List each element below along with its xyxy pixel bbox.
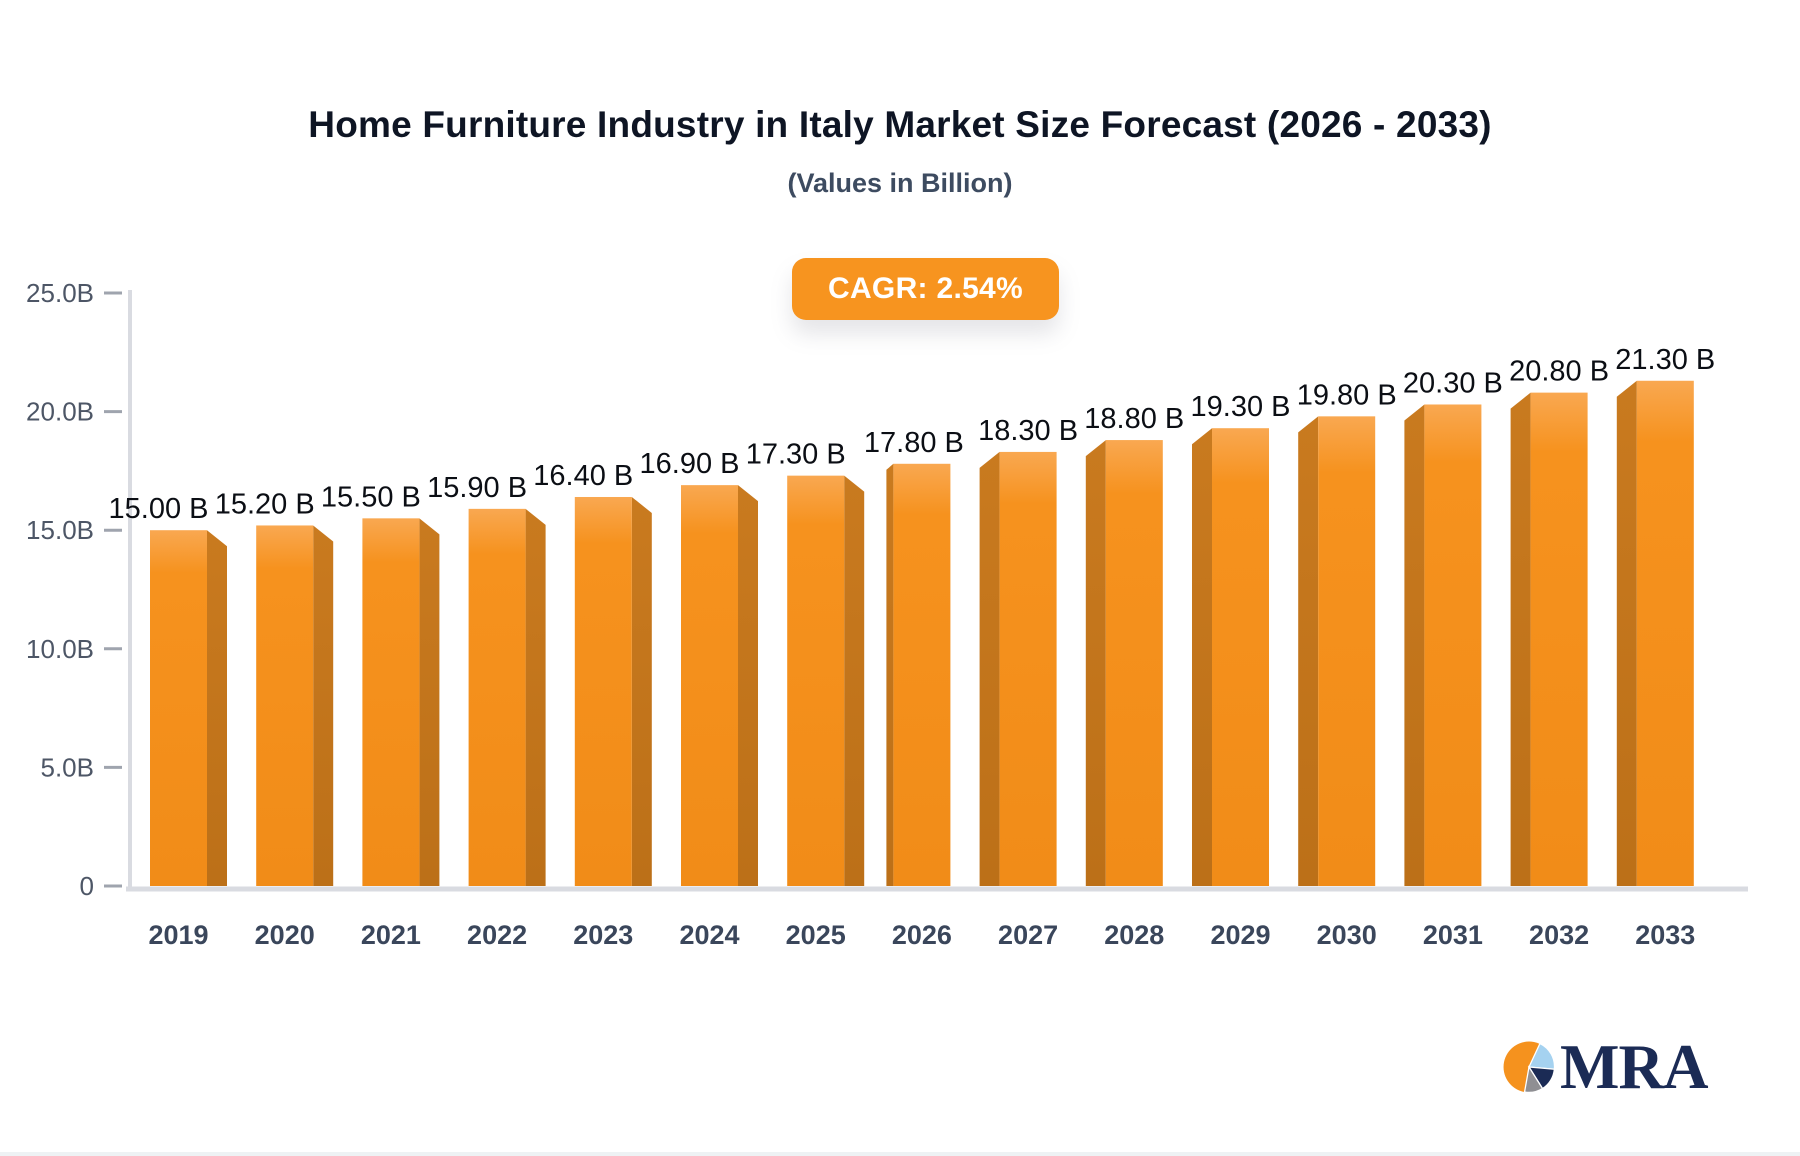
bar-front-face	[1212, 428, 1269, 886]
bar-front-face	[787, 475, 845, 886]
y-axis-tick-label: 20.0B	[26, 397, 94, 427]
bar-side-face	[886, 463, 894, 886]
bar-front-face	[1318, 416, 1376, 886]
x-axis-label: 2022	[467, 920, 527, 950]
bar-side-face	[1510, 392, 1531, 886]
bar-value-label: 17.80 B	[864, 427, 964, 459]
bar-front-face	[1636, 380, 1694, 886]
y-axis-tick-label: 0	[80, 871, 94, 901]
x-axis-label: 2029	[1210, 920, 1270, 950]
bar-front-face	[999, 451, 1057, 886]
bar-value-label: 15.20 B	[215, 488, 315, 520]
bar-side-face	[631, 496, 652, 886]
bar-front-face	[256, 525, 314, 886]
x-axis-label: 2030	[1317, 920, 1377, 950]
bar-value-label: 19.80 B	[1297, 379, 1397, 411]
bar-side-face	[1085, 440, 1106, 886]
x-axis-label: 2026	[892, 920, 952, 950]
x-axis-label: 2021	[361, 920, 421, 950]
bar-value-label: 15.90 B	[427, 472, 527, 504]
cagr-badge: CAGR: 2.54%	[792, 258, 1060, 320]
x-axis-label: 2020	[255, 920, 315, 950]
bar-value-label: 18.30 B	[978, 415, 1078, 447]
bar-2022: 15.90 B 2022	[427, 472, 546, 950]
bar-side-face	[1404, 404, 1425, 886]
bar-2024: 16.90 B 2024	[640, 448, 758, 950]
bar-2023: 16.40 B 2023	[533, 460, 652, 950]
bar-front-face	[574, 496, 632, 886]
x-axis-label: 2023	[573, 920, 633, 950]
bar-value-label: 15.50 B	[321, 481, 421, 513]
x-axis-label: 2024	[679, 920, 739, 950]
bar-front-face	[681, 485, 738, 886]
bar-value-label: 21.30 B	[1615, 344, 1715, 376]
bar-value-label: 17.30 B	[746, 439, 846, 471]
bar-2030: 19.80 B 2030	[1297, 379, 1397, 950]
x-axis-label: 2031	[1423, 920, 1483, 950]
chart-subtitle: (Values in Billion)	[787, 168, 1013, 198]
bar-side-face	[1192, 428, 1212, 886]
bar-side-face	[844, 475, 865, 886]
bar-value-label: 16.40 B	[533, 460, 633, 492]
bar-2033: 21.30 B 2033	[1615, 344, 1715, 950]
bar-front-face	[1530, 392, 1588, 886]
logo-text: MRA	[1560, 1032, 1708, 1102]
x-axis-label: 2028	[1104, 920, 1164, 950]
y-axis-tick-label: 5.0B	[41, 752, 95, 782]
bar-side-face	[738, 485, 758, 886]
bar-side-face	[1616, 380, 1637, 886]
bar-2026: 17.80 B 2026	[864, 427, 964, 950]
bar-front-face	[1105, 440, 1163, 886]
bar-2029: 19.30 B 2029	[1191, 391, 1291, 950]
bar-2032: 20.80 B 2032	[1509, 356, 1609, 950]
bar-2031: 20.30 B 2031	[1403, 367, 1503, 950]
bar-side-face	[979, 451, 1000, 886]
bar-2021: 15.50 B 2021	[321, 481, 440, 950]
x-axis-label: 2027	[998, 920, 1058, 950]
bar-value-label: 16.90 B	[640, 448, 740, 480]
bar-front-face	[468, 508, 526, 886]
x-axis-label: 2025	[786, 920, 846, 950]
chart-title: Home Furniture Industry in Italy Market …	[308, 104, 1492, 145]
y-axis-tick-label: 10.0B	[26, 634, 94, 664]
x-axis-label: 2033	[1635, 920, 1695, 950]
bar-side-face	[525, 508, 546, 886]
bar-front-face	[893, 463, 951, 886]
y-axis-tick-label: 15.0B	[26, 515, 94, 545]
x-axis-label: 2019	[148, 920, 208, 950]
bar-value-label: 19.30 B	[1191, 391, 1291, 423]
bar-2019: 15.00 B 2019	[109, 493, 227, 950]
bar-value-label: 20.30 B	[1403, 367, 1503, 399]
bar-2027: 18.30 B 2027	[978, 415, 1078, 950]
bar-value-label: 15.00 B	[109, 493, 209, 525]
logo-pie-icon	[1503, 1041, 1555, 1093]
brand-logo: MRA	[1503, 1032, 1708, 1102]
x-axis-label: 2032	[1529, 920, 1589, 950]
bar-side-face	[313, 525, 334, 886]
bar-front-face	[362, 518, 420, 886]
y-axis-tick-label: 25.0B	[26, 278, 94, 308]
bar-2025: 17.30 B 2025	[746, 439, 865, 950]
bar-2020: 15.20 B 2020	[215, 488, 334, 950]
bar-2028: 18.80 B 2028	[1084, 403, 1184, 950]
bar-front-face	[150, 530, 207, 886]
bar-value-label: 18.80 B	[1084, 403, 1184, 435]
bar-side-face	[207, 530, 227, 886]
bar-side-face	[1298, 416, 1319, 886]
bar-value-label: 20.80 B	[1509, 356, 1609, 388]
cagr-badge-label: CAGR: 2.54%	[828, 272, 1024, 305]
bar-front-face	[1424, 404, 1482, 886]
bar-side-face	[419, 518, 440, 886]
